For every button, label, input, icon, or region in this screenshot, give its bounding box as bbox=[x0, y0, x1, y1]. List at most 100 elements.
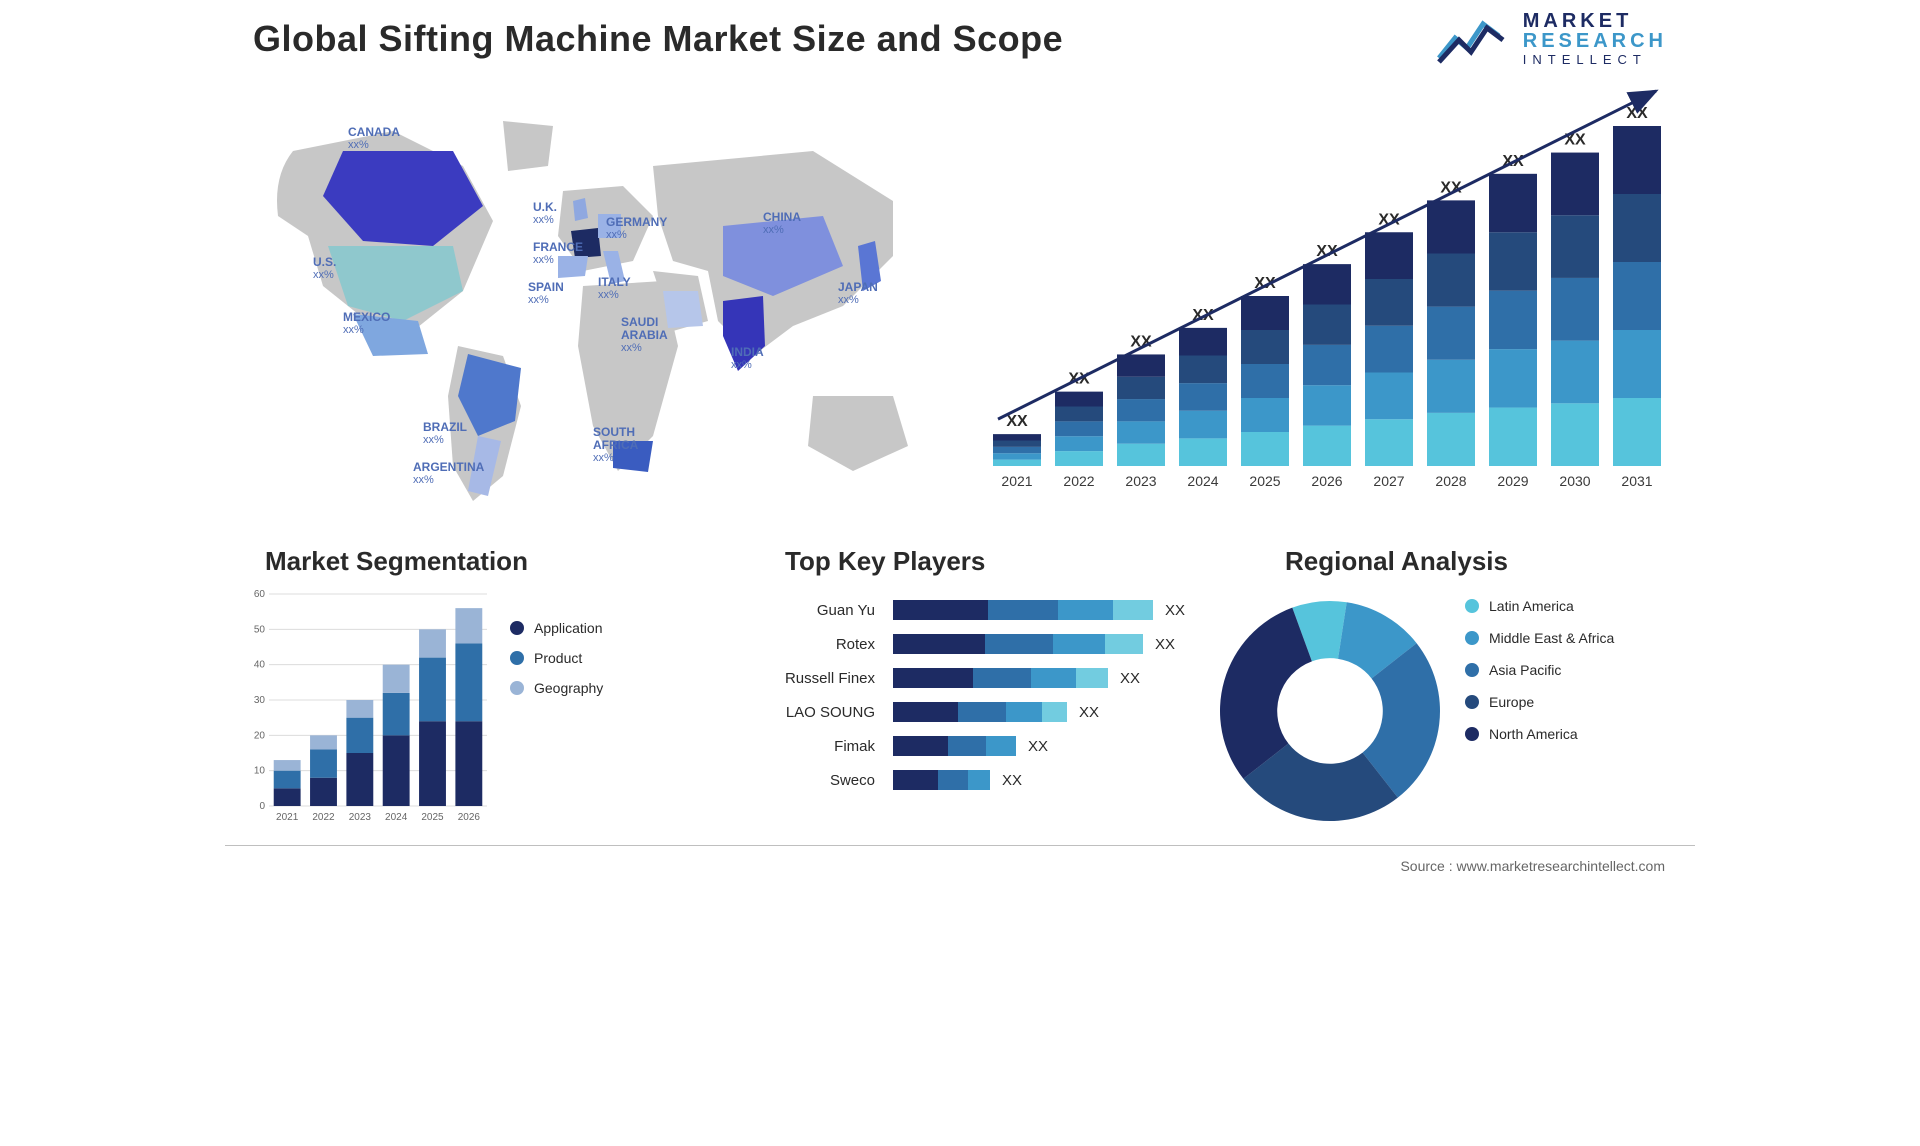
player-name: Sweco bbox=[725, 772, 893, 789]
main-bar-segment bbox=[1613, 330, 1661, 398]
player-bar-segment bbox=[1006, 702, 1042, 722]
regional-donut bbox=[1205, 586, 1455, 836]
main-bar-segment bbox=[1117, 444, 1165, 466]
main-bar-segment bbox=[1117, 377, 1165, 399]
player-bar-segment bbox=[1076, 668, 1108, 688]
seg-bar-segment bbox=[310, 735, 337, 749]
main-bar-segment bbox=[1055, 436, 1103, 451]
world-map: CANADAxx%U.S.xx%MEXICOxx%BRAZILxx%ARGENT… bbox=[253, 96, 953, 516]
seg-legend-item: Product bbox=[510, 650, 660, 666]
seg-xtick: 2024 bbox=[385, 812, 408, 823]
main-bar-segment bbox=[1179, 383, 1227, 411]
main-bar-chart: XX2021XX2022XX2023XX2024XX2025XX2026XX20… bbox=[987, 96, 1667, 496]
main-bar-segment bbox=[1179, 411, 1227, 439]
player-name: Fimak bbox=[725, 738, 893, 755]
main-bar-segment bbox=[1117, 399, 1165, 421]
player-bar-segment bbox=[958, 702, 1006, 722]
main-bar-segment bbox=[1179, 328, 1227, 356]
legend-label: Latin America bbox=[1489, 598, 1574, 614]
map-country-label: MEXICOxx% bbox=[343, 311, 390, 336]
seg-ytick: 60 bbox=[254, 589, 266, 600]
footer-rule bbox=[225, 845, 1695, 846]
map-country-label: U.S.xx% bbox=[313, 256, 336, 281]
main-bar-year: 2024 bbox=[1187, 473, 1218, 489]
main-bar-segment bbox=[1551, 278, 1599, 341]
main-bar-segment bbox=[993, 453, 1041, 459]
main-bar-value: XX bbox=[1006, 413, 1028, 430]
main-bar-segment bbox=[993, 447, 1041, 453]
seg-bar-segment bbox=[419, 629, 446, 657]
main-bar-segment bbox=[1303, 385, 1351, 425]
seg-bar-segment bbox=[274, 788, 301, 806]
seg-ytick: 40 bbox=[254, 660, 266, 671]
map-country-label: JAPANxx% bbox=[838, 281, 878, 306]
player-value: XX bbox=[1028, 738, 1048, 755]
main-bar-year: 2022 bbox=[1063, 473, 1094, 489]
main-bar-segment bbox=[993, 434, 1041, 440]
segmentation-title: Market Segmentation bbox=[265, 546, 528, 577]
main-bar-segment bbox=[1427, 254, 1475, 307]
seg-bar-segment bbox=[383, 693, 410, 735]
map-country-label: CANADAxx% bbox=[348, 126, 400, 151]
seg-bar-segment bbox=[455, 721, 482, 806]
logo-line1: MARKET bbox=[1523, 11, 1667, 31]
main-bar-year: 2031 bbox=[1621, 473, 1652, 489]
player-name: Russell Finex bbox=[725, 670, 893, 687]
brand-logo: MARKET RESEARCH INTELLECT bbox=[1435, 10, 1667, 66]
main-bar-year: 2021 bbox=[1001, 473, 1032, 489]
logo-line2: RESEARCH bbox=[1523, 31, 1667, 51]
main-bar-segment bbox=[1365, 326, 1413, 373]
regional-legend-item: Latin America bbox=[1465, 598, 1665, 614]
main-bar-year: 2026 bbox=[1311, 473, 1342, 489]
player-bar-segment bbox=[985, 634, 1053, 654]
main-bar-segment bbox=[1551, 341, 1599, 404]
player-bar-segment bbox=[1058, 600, 1113, 620]
legend-label: North America bbox=[1489, 726, 1578, 742]
main-bar-segment bbox=[1179, 438, 1227, 466]
seg-bar-segment bbox=[419, 721, 446, 806]
player-bar-segment bbox=[893, 736, 948, 756]
main-bar-segment bbox=[1489, 349, 1537, 407]
seg-ytick: 0 bbox=[259, 801, 265, 812]
map-country bbox=[663, 291, 703, 328]
players-title: Top Key Players bbox=[785, 546, 985, 577]
map-country-label: ITALYxx% bbox=[598, 276, 631, 301]
legend-dot-icon bbox=[510, 621, 524, 635]
main-bar-segment bbox=[1489, 291, 1537, 349]
player-bar bbox=[893, 668, 1108, 688]
main-bar-segment bbox=[993, 441, 1041, 447]
main-bar-segment bbox=[1303, 305, 1351, 345]
map-country-label: CHINAxx% bbox=[763, 211, 801, 236]
seg-bar-segment bbox=[419, 658, 446, 722]
seg-xtick: 2025 bbox=[421, 812, 444, 823]
player-bar-segment bbox=[1053, 634, 1105, 654]
main-bar-segment bbox=[1117, 421, 1165, 443]
main-bar-year: 2029 bbox=[1497, 473, 1528, 489]
seg-ytick: 50 bbox=[254, 624, 266, 635]
player-row: Russell Finex XX bbox=[725, 666, 1185, 690]
player-bar-segment bbox=[986, 736, 1016, 756]
seg-bar-segment bbox=[455, 643, 482, 721]
player-name: Guan Yu bbox=[725, 602, 893, 619]
main-bar-segment bbox=[1489, 232, 1537, 290]
player-value: XX bbox=[1079, 704, 1099, 721]
regional-legend-item: North America bbox=[1465, 726, 1665, 742]
main-bar-year: 2030 bbox=[1559, 473, 1590, 489]
player-bar-segment bbox=[968, 770, 990, 790]
map-country-label: FRANCExx% bbox=[533, 241, 583, 266]
main-bar-segment bbox=[1241, 398, 1289, 432]
main-bar-segment bbox=[1551, 153, 1599, 216]
main-bar-segment bbox=[1427, 413, 1475, 466]
main-bar-segment bbox=[1365, 373, 1413, 420]
main-bar-value: XX bbox=[1626, 105, 1648, 122]
player-name: Rotex bbox=[725, 636, 893, 653]
player-bar-segment bbox=[988, 600, 1058, 620]
legend-dot-icon bbox=[1465, 631, 1479, 645]
legend-dot-icon bbox=[1465, 695, 1479, 709]
player-bar-segment bbox=[893, 702, 958, 722]
player-bar bbox=[893, 702, 1067, 722]
player-bar-segment bbox=[893, 770, 938, 790]
seg-legend-item: Geography bbox=[510, 680, 660, 696]
main-bar-segment bbox=[1303, 426, 1351, 466]
seg-bar-segment bbox=[310, 778, 337, 806]
